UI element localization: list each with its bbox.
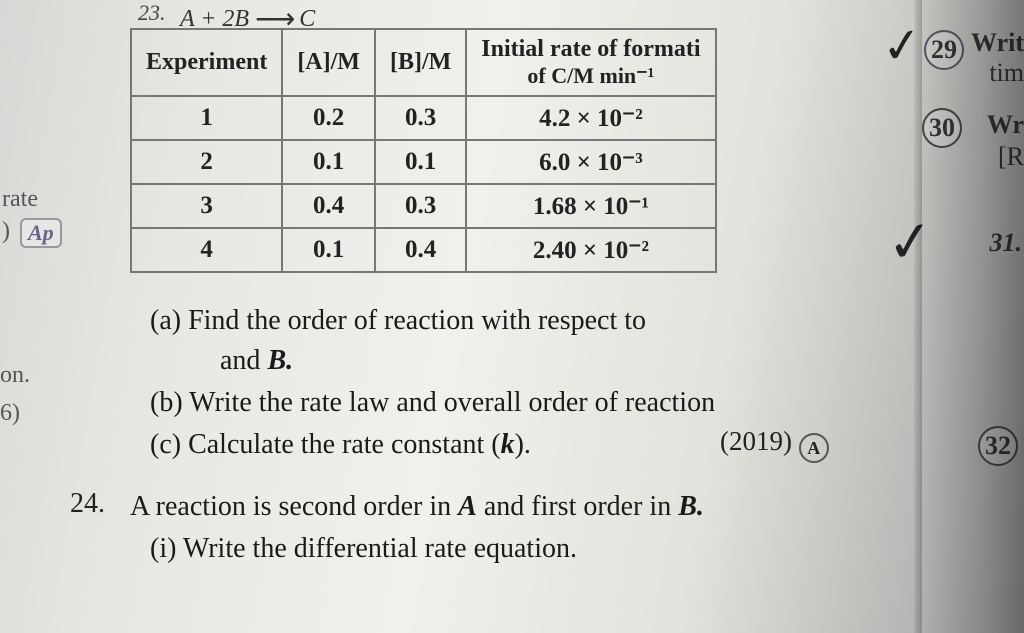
cell-rate: 4.2 × 10⁻² xyxy=(466,96,715,140)
page-shadow xyxy=(914,0,1024,633)
rate-header-line1: Initial rate of formati xyxy=(481,36,700,62)
margin-29: 29 xyxy=(924,30,964,70)
var-b: B. xyxy=(267,345,293,376)
var-a: A xyxy=(458,491,477,522)
exam-year: (2019) A xyxy=(720,426,829,463)
cell-exp: 3 xyxy=(131,184,282,228)
margin-paren: ) xyxy=(2,218,10,245)
cell-a: 0.1 xyxy=(282,228,375,272)
question-number-24: 24. xyxy=(70,488,105,520)
part-c-text: (c) Calculate the rate constant ( xyxy=(150,429,501,460)
q24-t1: A reaction is second order in xyxy=(130,491,458,522)
part-c-end: ). xyxy=(515,429,531,460)
var-k: k xyxy=(501,429,515,460)
part-a-line2: and B. xyxy=(220,342,293,380)
circled-32: 32 xyxy=(978,426,1018,466)
table-header-row: Experiment [A]/M [B]/M Initial rate of f… xyxy=(131,29,716,96)
q24-part-i: (i) Write the differential rate equation… xyxy=(150,530,910,568)
margin-text-rate: rate xyxy=(2,186,38,213)
margin-writ: Writ xyxy=(971,28,1024,58)
cell-b: 0.3 xyxy=(375,184,466,228)
ap-badge: Ap xyxy=(20,218,62,248)
table-row: 4 0.1 0.4 2.40 × 10⁻² xyxy=(131,228,716,272)
q24-t2: and first order in xyxy=(477,491,678,522)
margin-31: 31. xyxy=(990,228,1023,258)
tick-mark-icon-2: ✓ xyxy=(884,208,937,278)
part-a-and: and xyxy=(220,345,267,376)
cell-rate: 6.0 × 10⁻³ xyxy=(466,140,715,184)
col-a: [A]/M xyxy=(282,29,375,96)
cell-b: 0.4 xyxy=(375,228,466,272)
margin-32: 32 xyxy=(978,426,1018,466)
cell-exp: 4 xyxy=(131,228,282,272)
table-row: 1 0.2 0.3 4.2 × 10⁻² xyxy=(131,96,716,140)
cell-a: 0.4 xyxy=(282,184,375,228)
margin-br: [R xyxy=(998,142,1024,172)
cell-rate: 2.40 × 10⁻² xyxy=(466,228,715,272)
margin-30: 30 xyxy=(922,108,962,148)
table-row: 3 0.4 0.3 1.68 × 10⁻¹ xyxy=(131,184,716,228)
col-experiment: Experiment xyxy=(131,29,282,96)
part-a-line1: (a) Find the order of reaction with resp… xyxy=(150,302,910,340)
table-row: 2 0.1 0.1 6.0 × 10⁻³ xyxy=(131,140,716,184)
rate-header-line2: of C/M min⁻¹ xyxy=(481,63,700,89)
q24-line1: A reaction is second order in A and firs… xyxy=(130,488,950,526)
part-b: (b) Write the rate law and overall order… xyxy=(150,384,930,422)
margin-text-6: 6) xyxy=(0,400,20,427)
cell-b: 0.3 xyxy=(375,96,466,140)
year-badge-icon: A xyxy=(799,433,829,463)
margin-tim: tim xyxy=(989,58,1024,88)
cell-a: 0.1 xyxy=(282,140,375,184)
margin-text-on: on. xyxy=(0,362,30,389)
cell-exp: 2 xyxy=(131,140,282,184)
cell-a: 0.2 xyxy=(282,96,375,140)
cell-rate: 1.68 × 10⁻¹ xyxy=(466,184,715,228)
question-number-23: 23. xyxy=(138,0,166,26)
page-crease xyxy=(914,0,922,633)
var-b2: B. xyxy=(678,491,704,522)
part-c: (c) Calculate the rate constant (k). xyxy=(150,426,531,464)
cell-b: 0.1 xyxy=(375,140,466,184)
col-rate: Initial rate of formati of C/M min⁻¹ xyxy=(466,29,715,96)
col-b: [B]/M xyxy=(375,29,466,96)
circled-30: 30 xyxy=(922,108,962,148)
rate-data-table: Experiment [A]/M [B]/M Initial rate of f… xyxy=(130,28,717,273)
circled-29: 29 xyxy=(924,30,964,70)
year-text: (2019) xyxy=(720,426,792,456)
tick-mark-icon: ✓ xyxy=(879,16,925,76)
cell-exp: 1 xyxy=(131,96,282,140)
margin-wr: Wr xyxy=(987,110,1024,140)
